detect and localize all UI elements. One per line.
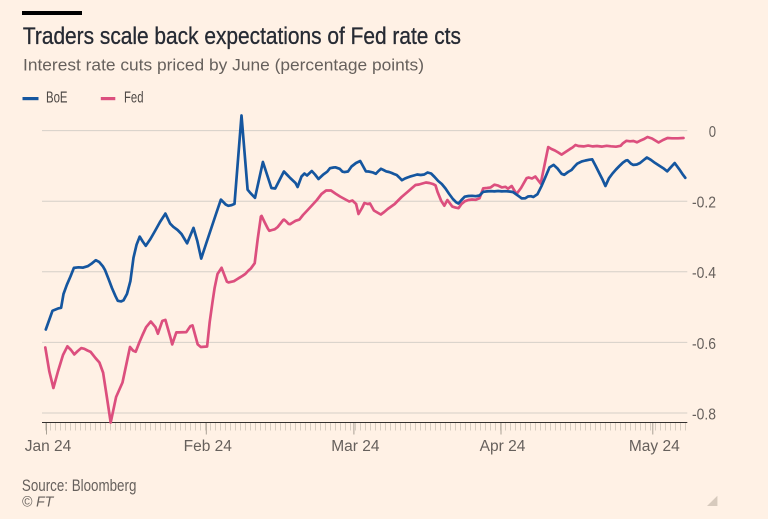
svg-text:Source: Bloomberg: Source: Bloomberg <box>22 476 136 495</box>
svg-text:Apr 24: Apr 24 <box>480 438 526 455</box>
svg-text:© FT: © FT <box>22 494 55 510</box>
svg-text:-0.6: -0.6 <box>692 336 716 353</box>
svg-text:Interest rate cuts priced by J: Interest rate cuts priced by June (perce… <box>23 55 424 74</box>
svg-text:Fed: Fed <box>124 90 144 107</box>
svg-text:Traders scale back expectation: Traders scale back expectations of Fed r… <box>23 23 461 50</box>
svg-text:-0.2: -0.2 <box>692 195 716 212</box>
svg-text:May 24: May 24 <box>629 438 680 455</box>
svg-text:Mar 24: Mar 24 <box>331 438 380 455</box>
svg-text:BoE: BoE <box>46 90 68 107</box>
svg-text:-0.4: -0.4 <box>692 265 716 282</box>
svg-text:Feb 24: Feb 24 <box>184 438 233 455</box>
svg-text:0: 0 <box>709 124 717 141</box>
svg-text:-0.8: -0.8 <box>692 406 716 423</box>
svg-text:Jan 24: Jan 24 <box>25 438 72 455</box>
